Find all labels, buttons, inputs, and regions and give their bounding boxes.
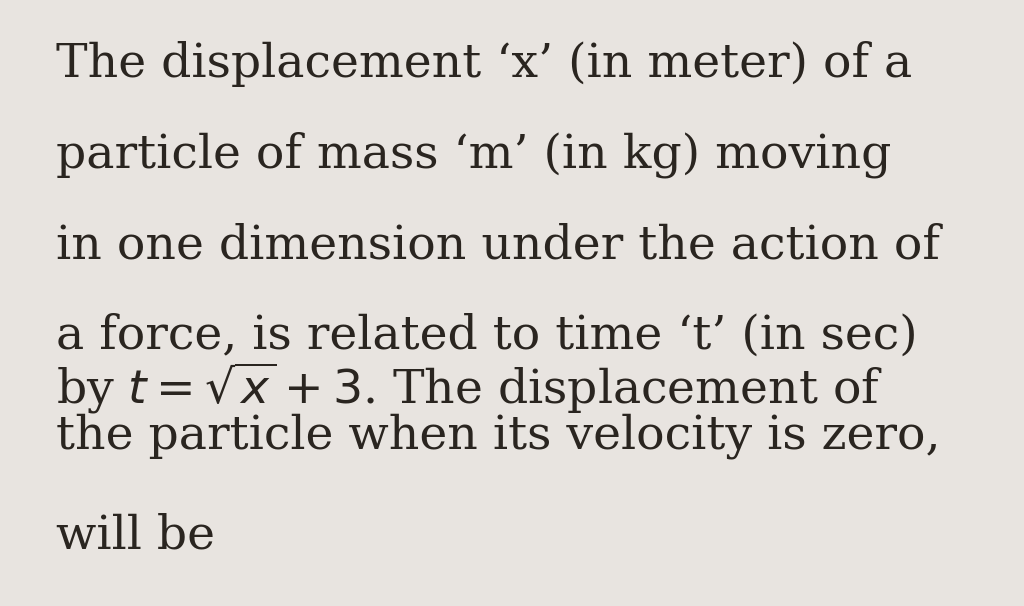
- Text: by $t = \sqrt{x} + 3$. The displacement of: by $t = \sqrt{x} + 3$. The displacement …: [56, 360, 884, 416]
- Text: The displacement ‘x’ (in meter) of a: The displacement ‘x’ (in meter) of a: [56, 41, 912, 87]
- Text: a force, is related to time ‘t’ (in sec): a force, is related to time ‘t’ (in sec): [56, 314, 918, 359]
- Text: in one dimension under the action of: in one dimension under the action of: [56, 223, 940, 268]
- Text: particle of mass ‘m’ (in kg) moving: particle of mass ‘m’ (in kg) moving: [56, 132, 892, 178]
- Text: the particle when its velocity is zero,: the particle when its velocity is zero,: [56, 413, 941, 459]
- Text: will be: will be: [56, 514, 215, 559]
